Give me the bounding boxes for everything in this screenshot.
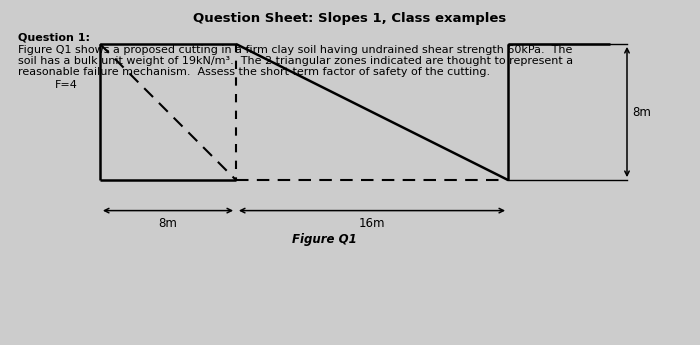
Text: Figure Q1 shows a proposed cutting in a firm clay soil having undrained shear st: Figure Q1 shows a proposed cutting in a … xyxy=(18,45,573,55)
Text: Figure Q1: Figure Q1 xyxy=(292,233,356,246)
Text: reasonable failure mechanism.  Assess the short term factor of safety of the cut: reasonable failure mechanism. Assess the… xyxy=(18,67,490,77)
Text: soil has a bulk unit weight of 19kN/m³.  The 2 triangular zones indicated are th: soil has a bulk unit weight of 19kN/m³. … xyxy=(18,56,573,66)
Text: F=4: F=4 xyxy=(55,80,78,90)
Text: 8m: 8m xyxy=(159,217,177,230)
Text: Question 1:: Question 1: xyxy=(18,33,90,43)
Text: 8m: 8m xyxy=(632,106,651,118)
Text: Question Sheet: Slopes 1, Class examples: Question Sheet: Slopes 1, Class examples xyxy=(193,12,507,25)
Text: 16m: 16m xyxy=(358,217,385,230)
